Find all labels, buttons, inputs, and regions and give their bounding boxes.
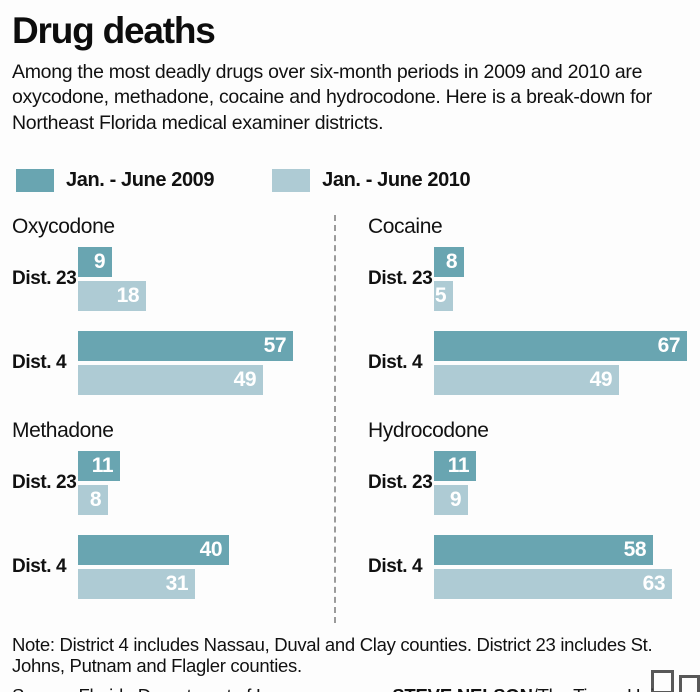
district-label: Dist. 4 [12,351,67,373]
bar-2010: 49 [434,364,619,395]
bar-value: 63 [642,571,666,595]
bar-2010: 5 [434,280,453,311]
bars-track: 40 31 [78,534,334,599]
bars-track: 58 63 [434,534,690,599]
district-label: Dist. 23 [368,267,433,289]
legend-label-2010: Jan. - June 2010 [322,168,471,191]
bar-2010: 49 [78,364,263,395]
bar-value: 31 [165,571,189,595]
district-group: Dist. 4 57 49 [12,330,334,395]
bar-value: 8 [445,249,458,273]
page-title: Drug deaths [12,10,216,51]
legend-item-2010: Jan. - June 2010 [272,168,471,192]
credit-name: STEVE NELSON [392,685,533,692]
bar-2009: 11 [434,450,476,481]
bar-2010: 63 [434,568,672,599]
drug-title: Oxycodone [12,214,115,238]
charts-grid: Oxycodone Dist. 23 9 18 Dist. 4 57 49 Methadone… [12,214,690,623]
subtitle: Among the most deadly drugs over six-mon… [12,60,652,134]
credit-outlet: /The Times-Union [533,685,675,692]
bar-value: 18 [116,283,140,307]
watermark-box-icon [679,675,700,692]
drug-title: Methadone [12,418,114,442]
district-label: Dist. 4 [368,351,423,373]
column-divider [334,214,336,623]
bar-2009: 58 [434,534,653,565]
legend-label-2009: Jan. - June 2009 [66,168,215,191]
bars-track: 11 9 [434,450,690,515]
bar-2009: 9 [78,246,112,277]
bar-2010: 9 [434,484,468,515]
source-text: Source: Florida Department of Law Enforc… [12,685,392,692]
bar-value: 5 [434,283,447,307]
bar-value: 11 [91,453,114,477]
bar-value: 57 [263,333,287,357]
district-group: Dist. 23 8 5 [368,246,690,311]
bar-value: 40 [199,537,223,561]
district-group: Dist. 23 9 18 [12,246,334,311]
legend-item-2009: Jan. - June 2009 [16,168,215,192]
district-group: Dist. 23 11 9 [368,450,690,515]
watermark-box-icon [651,670,674,692]
bar-2009: 40 [78,534,229,565]
legend: Jan. - June 2009 Jan. - June 2010 [16,168,690,192]
district-label: Dist. 23 [368,471,433,493]
district-label: Dist. 23 [12,471,77,493]
bar-value: 8 [89,487,102,511]
bar-value: 67 [657,333,681,357]
bar-value: 11 [447,453,470,477]
district-group: Dist. 4 67 49 [368,330,690,395]
district-label: Dist. 4 [12,555,67,577]
district-label: Dist. 23 [12,267,77,289]
chart-column-left: Oxycodone Dist. 23 9 18 Dist. 4 57 49 Methadone… [12,215,334,623]
chart-column-right: Cocaine Dist. 23 8 5 Dist. 4 67 49 Hydrocodone D… [368,215,690,623]
footer-row: Source: Florida Department of Law Enforc… [12,685,690,692]
bars-track: 67 49 [434,330,690,395]
legend-swatch-2009-icon [16,168,54,192]
legend-swatch-2010-icon [272,168,311,192]
drug-title: Cocaine [368,214,443,238]
credit: STEVE NELSON/The Times-Union [392,685,674,692]
bar-2009: 67 [434,330,687,361]
drug-panel-oxycodone: Oxycodone Dist. 23 9 18 Dist. 4 57 49 [12,215,334,395]
bar-value: 9 [449,487,462,511]
district-group: Dist. 23 11 8 [12,450,334,515]
bar-value: 58 [623,537,647,561]
bar-value: 49 [233,367,257,391]
bars-track: 11 8 [78,450,334,515]
bar-value: 49 [589,367,613,391]
drug-panel-cocaine: Cocaine Dist. 23 8 5 Dist. 4 67 49 [368,215,690,395]
note-text: Note: District 4 includes Nassau, Duval … [12,633,653,677]
bar-2010: 8 [78,484,108,515]
corner-watermark-icon [651,670,700,692]
drug-panel-hydrocodone: Hydrocodone Dist. 23 11 9 Dist. 4 58 63 [368,419,690,599]
bar-2010: 18 [78,280,146,311]
bar-value: 9 [93,249,106,273]
district-group: Dist. 4 40 31 [12,534,334,599]
bar-2009: 8 [434,246,464,277]
district-label: Dist. 4 [368,555,423,577]
bars-track: 57 49 [78,330,334,395]
bars-track: 9 18 [78,246,334,311]
bar-2009: 11 [78,450,120,481]
drug-panel-methadone: Methadone Dist. 23 11 8 Dist. 4 40 31 [12,419,334,599]
bar-2009: 57 [78,330,293,361]
bar-2010: 31 [78,568,195,599]
drug-title: Hydrocodone [368,418,489,442]
district-group: Dist. 4 58 63 [368,534,690,599]
